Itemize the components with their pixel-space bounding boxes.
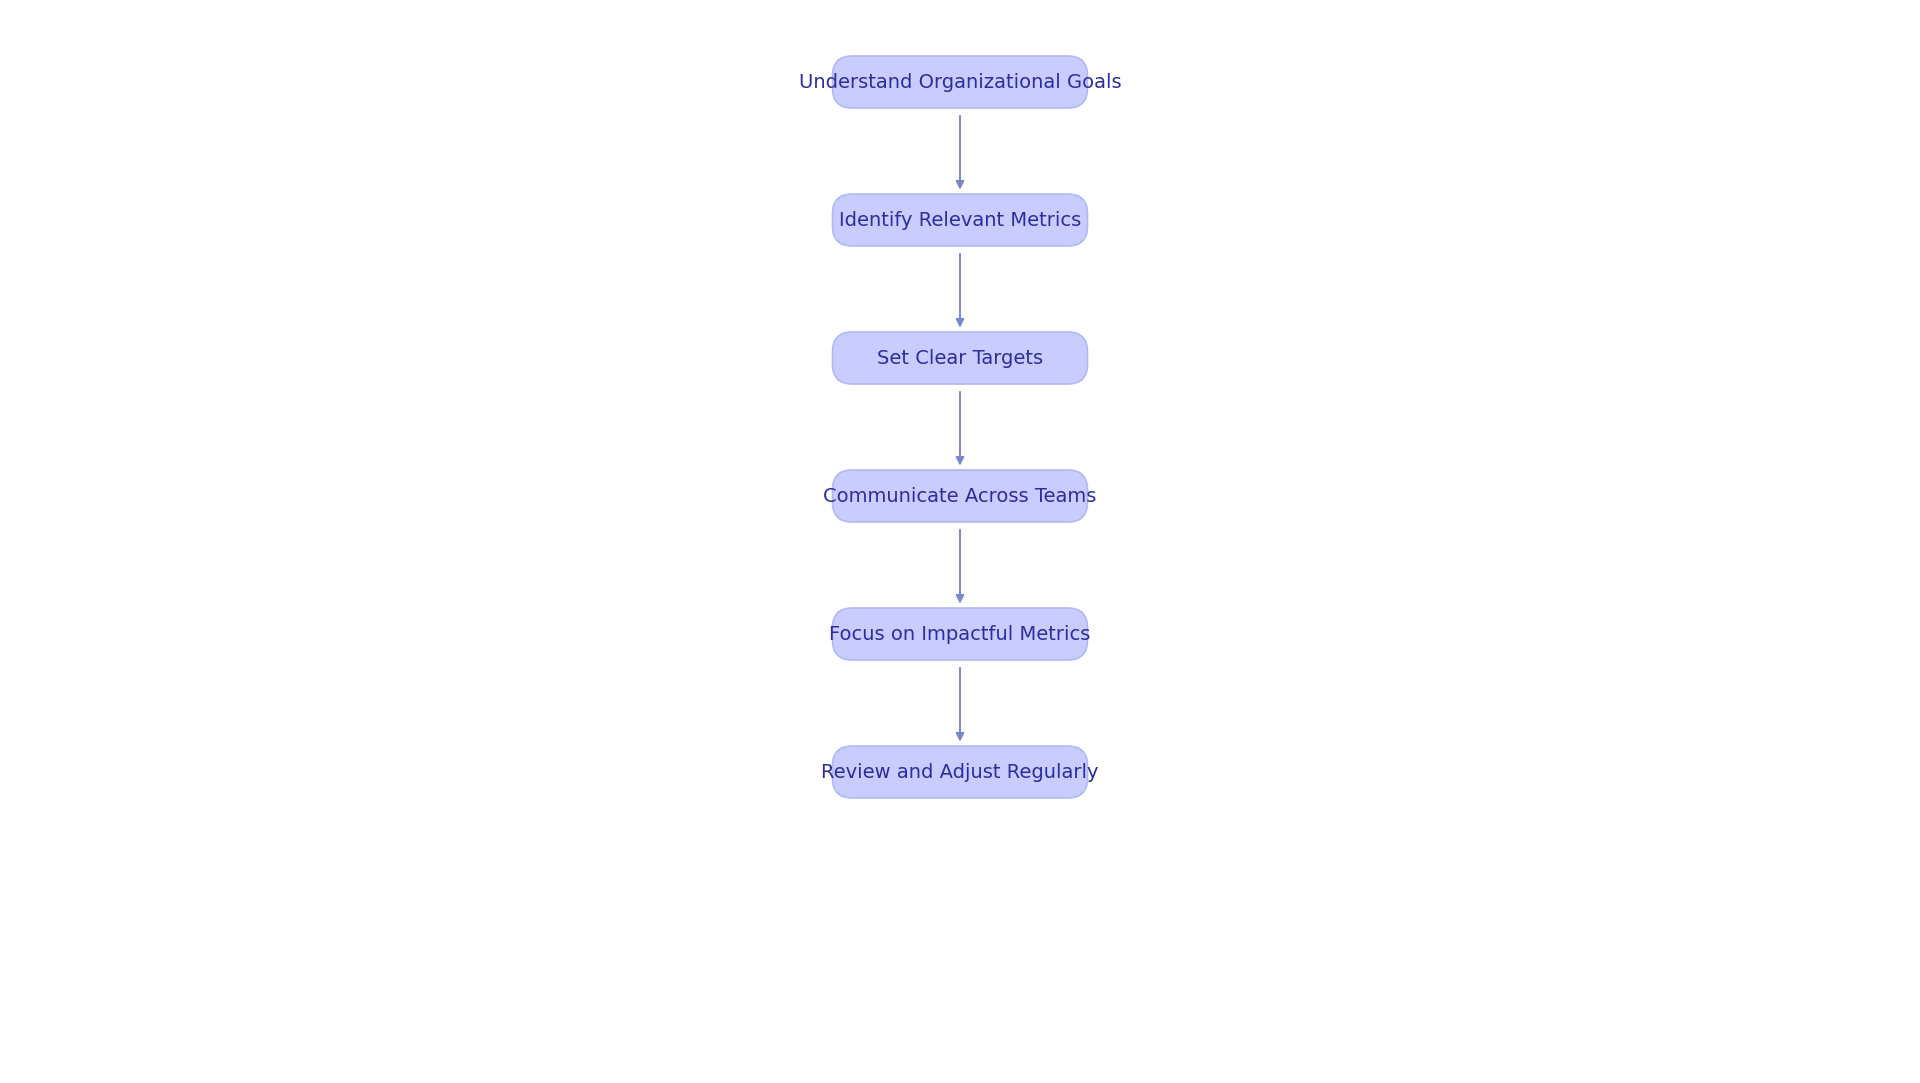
FancyBboxPatch shape xyxy=(833,56,1087,108)
Text: Understand Organizational Goals: Understand Organizational Goals xyxy=(799,73,1121,91)
FancyBboxPatch shape xyxy=(833,608,1087,660)
FancyBboxPatch shape xyxy=(833,194,1087,246)
Text: Review and Adjust Regularly: Review and Adjust Regularly xyxy=(822,762,1098,782)
Text: Identify Relevant Metrics: Identify Relevant Metrics xyxy=(839,210,1081,230)
Text: Communicate Across Teams: Communicate Across Teams xyxy=(824,486,1096,506)
FancyBboxPatch shape xyxy=(833,470,1087,522)
FancyBboxPatch shape xyxy=(833,332,1087,384)
Text: Set Clear Targets: Set Clear Targets xyxy=(877,349,1043,367)
FancyBboxPatch shape xyxy=(833,746,1087,798)
Text: Focus on Impactful Metrics: Focus on Impactful Metrics xyxy=(829,625,1091,643)
